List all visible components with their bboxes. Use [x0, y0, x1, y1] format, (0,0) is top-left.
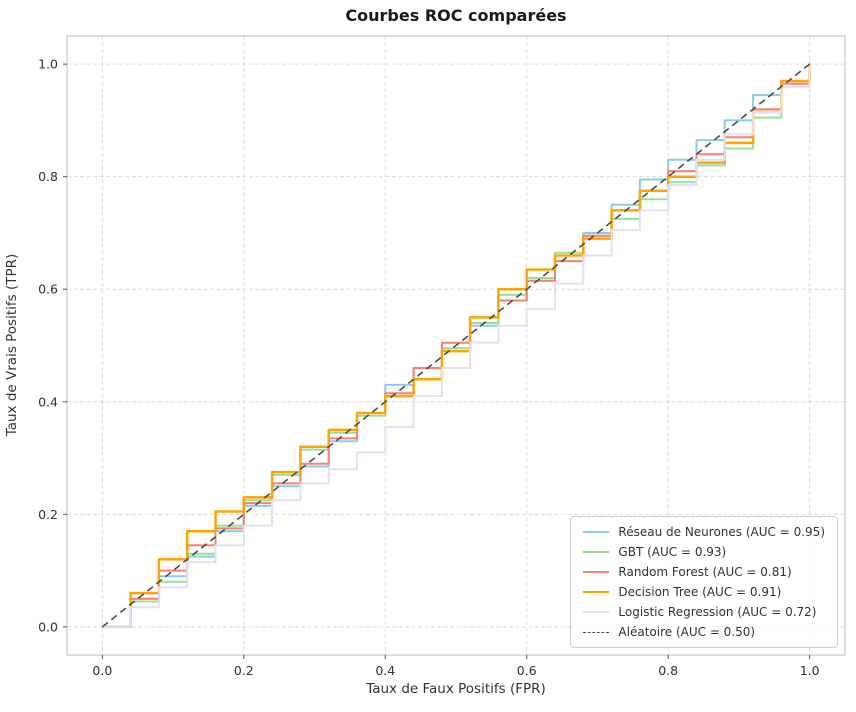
legend-line-swatch	[583, 551, 610, 553]
legend-item-3: Decision Tree (AUC = 0.91)	[583, 585, 825, 599]
legend-item-0: Réseau de Neurones (AUC = 0.95)	[583, 525, 825, 539]
legend-item-2: Random Forest (AUC = 0.81)	[583, 565, 825, 579]
legend-label: Decision Tree (AUC = 0.91)	[618, 585, 782, 599]
legend-label: GBT (AUC = 0.93)	[618, 545, 727, 559]
legend-label: Aléatoire (AUC = 0.50)	[618, 625, 756, 639]
legend: Réseau de Neurones (AUC = 0.95) GBT (AUC …	[570, 516, 838, 648]
x-tick-label: 0.4	[375, 663, 395, 678]
plot-border	[66, 35, 846, 656]
legend-item-5: Aléatoire (AUC = 0.50)	[583, 625, 825, 639]
y-tick-label: 0.8	[38, 169, 58, 184]
legend-line-swatch	[583, 531, 610, 533]
legend-line-swatch	[583, 571, 610, 573]
legend-item-4: Logistic Regression (AUC = 0.72)	[583, 605, 825, 619]
y-axis-label: Taux de Vrais Positifs (TPR)	[4, 253, 20, 437]
x-axis-label: Taux de Faux Positifs (FPR)	[366, 681, 546, 697]
legend-label: Réseau de Neurones (AUC = 0.95)	[618, 525, 825, 539]
legend-line-swatch	[583, 591, 610, 593]
y-tick-label: 1.0	[38, 57, 58, 72]
chart-title: Courbes ROC comparées	[345, 6, 567, 25]
x-tick-label: 1.0	[800, 663, 820, 678]
y-tick-label: 0.4	[38, 394, 58, 409]
diagonal-reference-line	[101, 63, 811, 628]
x-tick-label: 0.2	[234, 663, 254, 678]
x-tick-label: 0.6	[517, 663, 537, 678]
legend-label: Random Forest (AUC = 0.81)	[618, 565, 792, 579]
y-tick-label: 0.0	[38, 619, 58, 634]
series-line-4	[101, 63, 811, 628]
legend-line-swatch	[583, 631, 610, 633]
legend-line-swatch	[583, 611, 610, 613]
y-tick-label: 0.6	[38, 282, 58, 297]
x-tick-label: 0.8	[658, 663, 678, 678]
legend-label: Logistic Regression (AUC = 0.72)	[618, 605, 817, 619]
y-tick-label: 0.2	[38, 507, 58, 522]
x-tick-label: 0.0	[92, 663, 112, 678]
legend-item-1: GBT (AUC = 0.93)	[583, 545, 825, 559]
